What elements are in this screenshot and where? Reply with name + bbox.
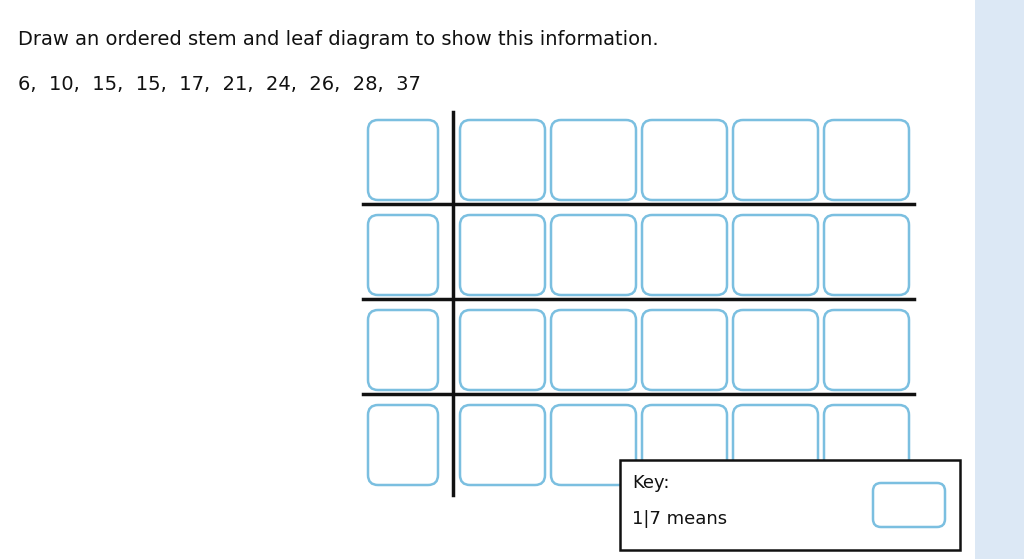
FancyBboxPatch shape [368, 120, 438, 200]
FancyBboxPatch shape [460, 405, 545, 485]
FancyBboxPatch shape [733, 120, 818, 200]
FancyBboxPatch shape [824, 215, 909, 295]
Text: 6,  10,  15,  15,  17,  21,  24,  26,  28,  37: 6, 10, 15, 15, 17, 21, 24, 26, 28, 37 [18, 75, 421, 94]
FancyBboxPatch shape [460, 310, 545, 390]
FancyBboxPatch shape [551, 120, 636, 200]
FancyBboxPatch shape [733, 310, 818, 390]
FancyBboxPatch shape [551, 215, 636, 295]
FancyBboxPatch shape [733, 405, 818, 485]
FancyBboxPatch shape [551, 310, 636, 390]
FancyBboxPatch shape [460, 120, 545, 200]
FancyBboxPatch shape [642, 310, 727, 390]
FancyBboxPatch shape [551, 405, 636, 485]
FancyBboxPatch shape [824, 405, 909, 485]
Text: 1|7 means: 1|7 means [632, 510, 727, 528]
Text: Draw an ordered stem and leaf diagram to show this information.: Draw an ordered stem and leaf diagram to… [18, 30, 658, 49]
Text: Key:: Key: [632, 474, 670, 492]
FancyBboxPatch shape [873, 483, 945, 527]
FancyBboxPatch shape [642, 120, 727, 200]
FancyBboxPatch shape [368, 215, 438, 295]
Bar [620, 460, 961, 550]
FancyBboxPatch shape [733, 215, 818, 295]
FancyBboxPatch shape [824, 310, 909, 390]
FancyBboxPatch shape [368, 310, 438, 390]
FancyBboxPatch shape [460, 215, 545, 295]
FancyBboxPatch shape [642, 405, 727, 485]
FancyBboxPatch shape [642, 215, 727, 295]
FancyBboxPatch shape [824, 120, 909, 200]
FancyBboxPatch shape [368, 405, 438, 485]
Bar [975, 0, 1024, 559]
